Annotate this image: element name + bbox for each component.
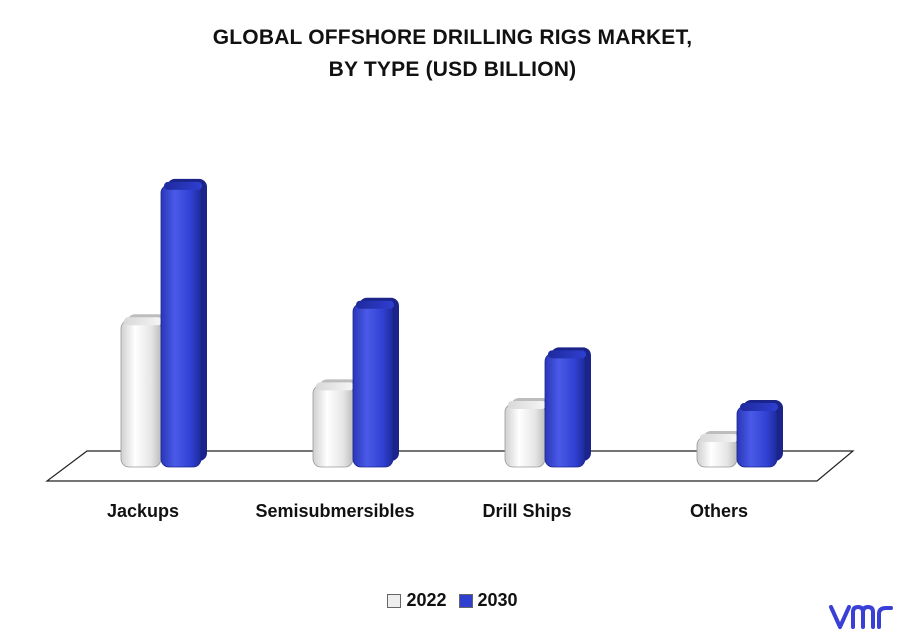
legend-item-2030: 2030 bbox=[458, 590, 518, 611]
legend-item-2022: 2022 bbox=[387, 590, 447, 611]
x-tick-label-semisubmersibles: Semisubmersibles bbox=[255, 501, 414, 521]
chart-title-line-2: BY TYPE (USD BILLION) bbox=[328, 58, 577, 81]
legend-label-2022: 2022 bbox=[406, 590, 447, 610]
bar-jackups-2022 bbox=[120, 314, 167, 468]
x-tick-label-others: Others bbox=[690, 501, 748, 521]
legend-label-2030: 2030 bbox=[477, 590, 518, 610]
vmr-logo bbox=[829, 605, 893, 629]
chart-title-line-1: GLOBAL OFFSHORE DRILLING RIGS MARKET, bbox=[212, 26, 693, 49]
bar-jackups-2030 bbox=[160, 178, 207, 468]
bars-layer bbox=[120, 178, 783, 468]
bar-others-2022 bbox=[696, 431, 743, 468]
legend-swatch-2022 bbox=[387, 593, 402, 608]
chart-title: GLOBAL OFFSHORE DRILLING RIGS MARKET, BY… bbox=[0, 22, 905, 86]
bar-semisubmersibles-2030 bbox=[352, 297, 399, 468]
chart-floor bbox=[45, 450, 855, 482]
x-tick-label-drill-ships: Drill Ships bbox=[482, 501, 571, 521]
bar-others-2030 bbox=[736, 400, 783, 468]
bar-drill-ships-2030 bbox=[544, 347, 591, 468]
x-tick-label-jackups: Jackups bbox=[107, 501, 179, 521]
bar-drill-ships-2022 bbox=[504, 397, 551, 468]
labels-layer: Jackups Semisubmersibles Drill Ships Others bbox=[107, 501, 748, 521]
bar-semisubmersibles-2022 bbox=[312, 379, 359, 468]
legend-swatch-2030 bbox=[458, 593, 473, 608]
legend: 2022 2030 bbox=[0, 590, 905, 611]
